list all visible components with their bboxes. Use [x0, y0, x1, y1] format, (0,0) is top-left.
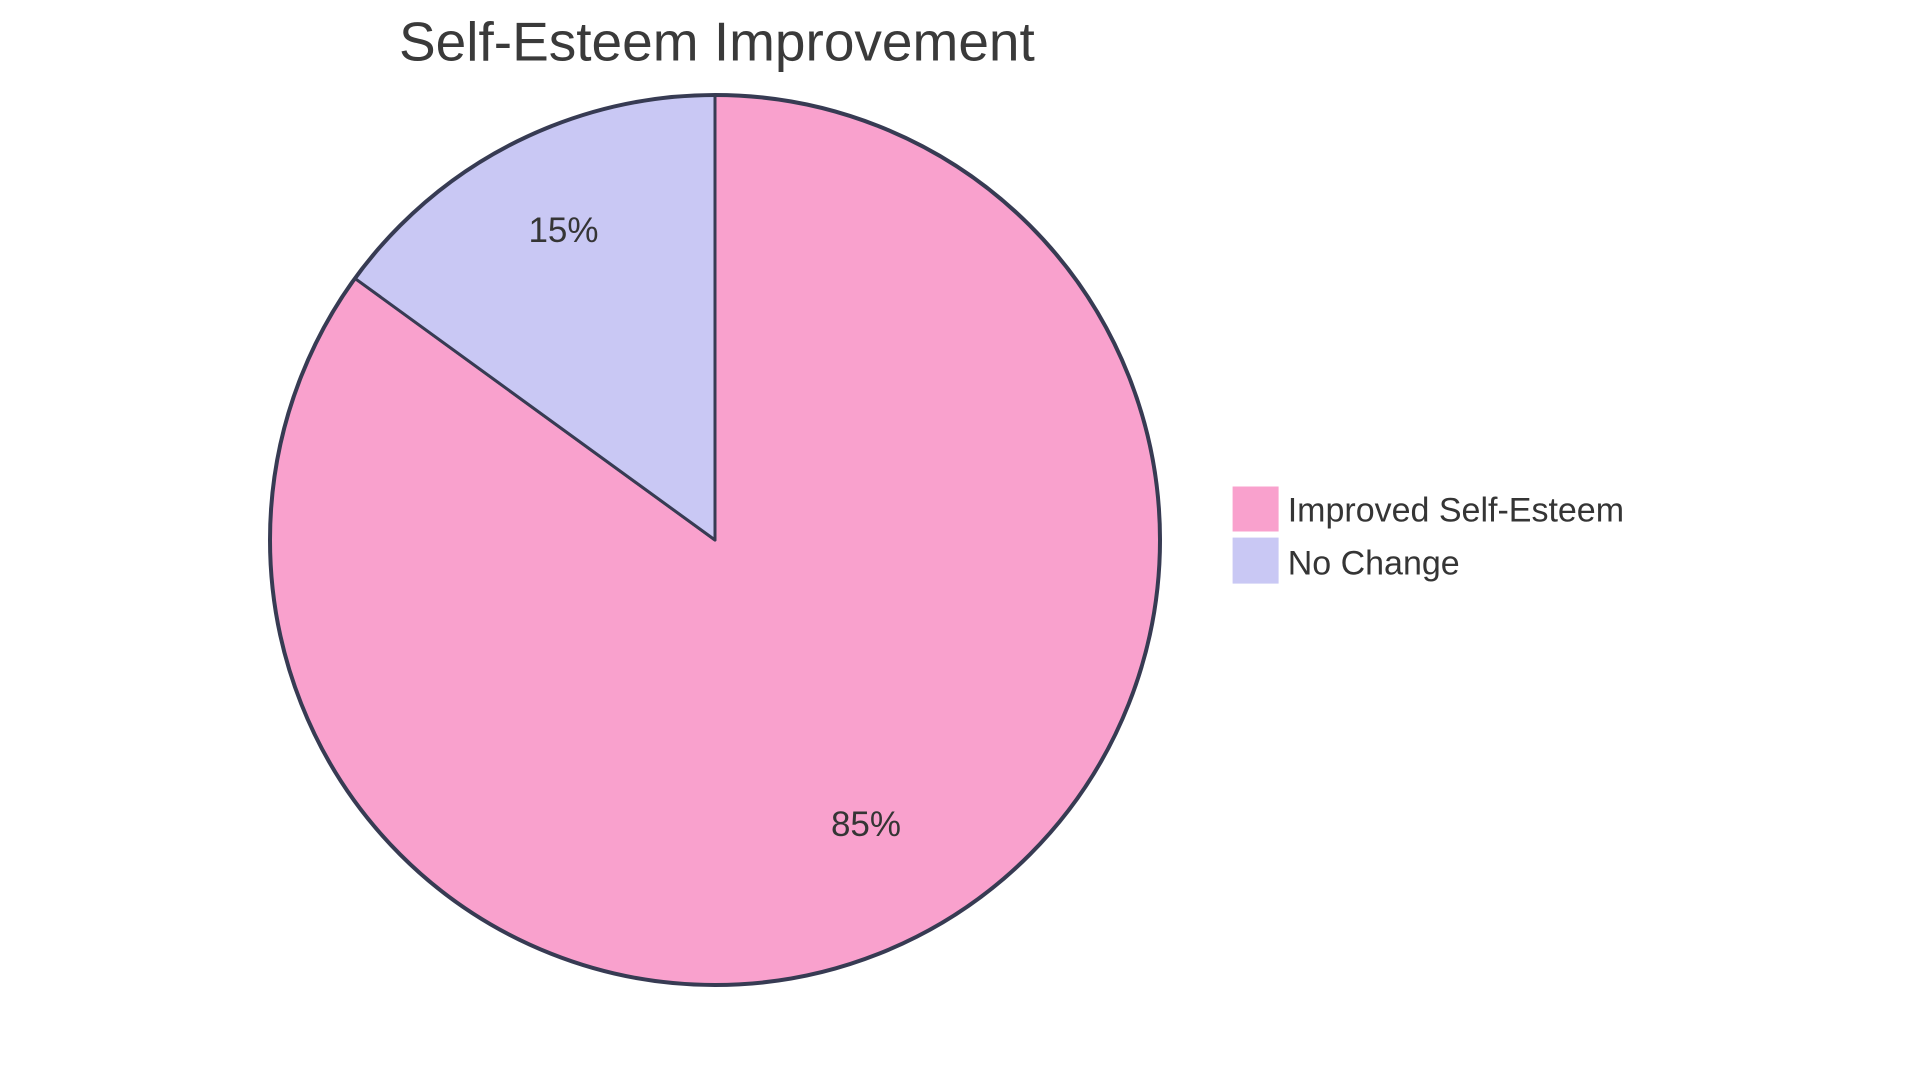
svg-text:15%: 15% [528, 211, 598, 250]
svg-text:Improved Self-Esteem: Improved Self-Esteem [1288, 492, 1624, 530]
svg-text:85%: 85% [831, 805, 901, 844]
svg-text:No Change: No Change [1288, 545, 1460, 583]
svg-text:Self-Esteem Improvement: Self-Esteem Improvement [399, 11, 1035, 73]
